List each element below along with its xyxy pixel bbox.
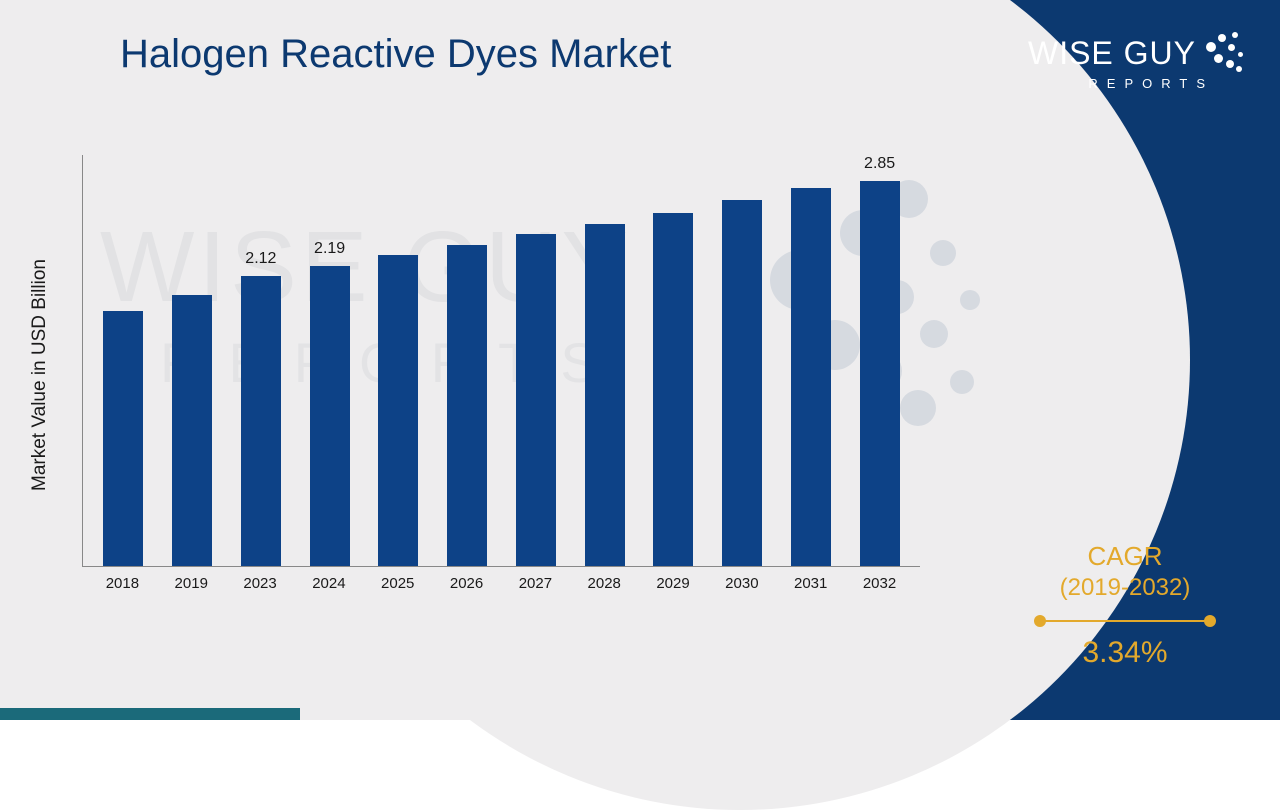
bar-wrap: 2.19 — [295, 155, 364, 566]
bar-wrap — [777, 155, 846, 566]
bar — [447, 245, 487, 566]
bar-value-label: 2.85 — [864, 155, 895, 175]
bar — [241, 276, 281, 566]
bar-wrap — [708, 155, 777, 566]
cagr-value: 3.34% — [1010, 636, 1240, 670]
x-tick-label: 2024 — [294, 571, 363, 595]
x-tick-label: 2026 — [432, 571, 501, 595]
y-axis-label: Market Value in USD Billion — [29, 259, 51, 491]
chart-area: Market Value in USD Billion 2.122.192.85… — [50, 155, 920, 595]
bar-wrap — [158, 155, 227, 566]
bar-value-label: 2.12 — [245, 250, 276, 270]
bar — [103, 311, 143, 566]
x-tick-label: 2019 — [157, 571, 226, 595]
bar — [653, 213, 693, 566]
x-tick-label: 2032 — [845, 571, 914, 595]
bar-wrap: 2.85 — [845, 155, 914, 566]
logo-main-text: WISE GUY — [1028, 35, 1196, 72]
bar — [585, 224, 625, 567]
bar-wrap — [570, 155, 639, 566]
brand-logo: WISE GUY REPORTS — [1028, 28, 1252, 91]
bar — [722, 200, 762, 566]
x-tick-label: 2018 — [88, 571, 157, 595]
bar-wrap: 2.12 — [227, 155, 296, 566]
chart-title: Halogen Reactive Dyes Market — [120, 32, 671, 77]
x-tick-label: 2023 — [226, 571, 295, 595]
bars-container: 2.12 2.19 2.85 — [83, 155, 920, 566]
bar-wrap — [433, 155, 502, 566]
bar — [860, 181, 900, 566]
bar — [791, 188, 831, 566]
bar-wrap — [364, 155, 433, 566]
bar — [172, 295, 212, 566]
bar-wrap — [502, 155, 571, 566]
logo-sub-text: REPORTS — [1028, 76, 1214, 91]
plot-region: 2.12 2.19 2.85 — [82, 155, 920, 567]
bar — [516, 234, 556, 566]
bottom-accent-bar — [0, 708, 300, 720]
x-tick-label: 2031 — [776, 571, 845, 595]
cagr-period: (2019-2032) — [1010, 574, 1240, 602]
logo-dots-icon — [1202, 28, 1252, 78]
x-tick-label: 2030 — [707, 571, 776, 595]
x-tick-label: 2025 — [363, 571, 432, 595]
x-labels-container: 2018201920232024202520262027202820292030… — [82, 571, 920, 595]
cagr-box: CAGR (2019-2032) 3.34% — [1010, 541, 1240, 670]
x-tick-label: 2028 — [570, 571, 639, 595]
cagr-label: CAGR — [1010, 541, 1240, 572]
x-tick-label: 2027 — [501, 571, 570, 595]
bar — [310, 266, 350, 566]
bar-wrap — [639, 155, 708, 566]
bar — [378, 255, 418, 566]
bar-value-label: 2.19 — [314, 240, 345, 260]
bar-wrap — [89, 155, 158, 566]
cagr-divider — [1040, 620, 1210, 622]
x-tick-label: 2029 — [639, 571, 708, 595]
